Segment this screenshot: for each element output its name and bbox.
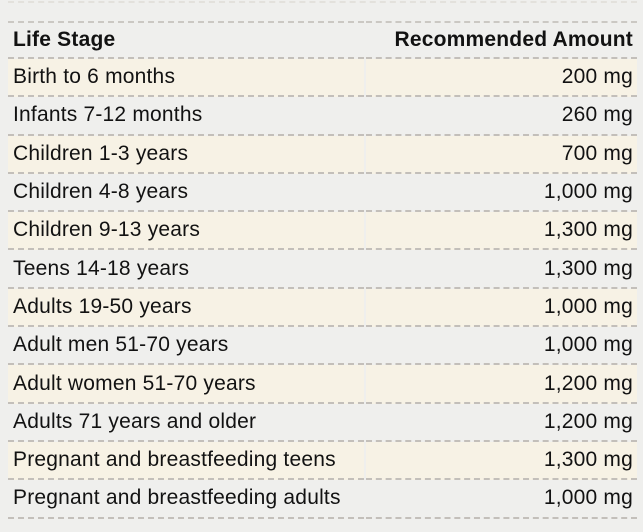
table-row: Adult women 51-70 years 1,200 mg xyxy=(8,365,637,404)
amount-cell: 260 mg xyxy=(366,97,637,136)
amount-cell: 1,000 mg xyxy=(366,174,637,213)
table-row: Adult men 51-70 years 1,000 mg xyxy=(8,327,637,366)
amount-cell: 1,000 mg xyxy=(366,480,637,519)
amount-cell: 1,200 mg xyxy=(366,404,637,442)
life-stage-cell: Pregnant and breastfeeding teens xyxy=(8,441,364,481)
amount-cell: 1,300 mg xyxy=(366,441,637,481)
table-row: Pregnant and breastfeeding adults 1,000 … xyxy=(8,480,637,519)
life-stage-cell: Adult men 51-70 years xyxy=(8,327,364,366)
column-header-recommended-amount: Recommended Amount xyxy=(366,21,637,59)
amount-cell: 1,300 mg xyxy=(366,212,637,251)
table-row: Children 4-8 years 1,000 mg xyxy=(8,174,637,213)
table-row: Adults 19-50 years 1,000 mg xyxy=(8,288,637,328)
table-row: Teens 14-18 years 1,300 mg xyxy=(8,250,637,289)
life-stage-cell: Infants 7-12 months xyxy=(8,97,364,136)
amount-cell: 700 mg xyxy=(366,135,637,174)
amount-cell: 1,200 mg xyxy=(366,365,637,404)
column-header-life-stage: Life Stage xyxy=(8,21,364,59)
life-stage-cell: Teens 14-18 years xyxy=(8,250,364,289)
table-row: Birth to 6 months 200 mg xyxy=(8,59,637,98)
table-row: Infants 7-12 months 260 mg xyxy=(8,97,637,136)
table-row: Pregnant and breastfeeding teens 1,300 m… xyxy=(8,441,637,481)
life-stage-cell: Adult women 51-70 years xyxy=(8,365,364,404)
life-stage-cell: Adults 71 years and older xyxy=(8,404,364,442)
life-stage-cell: Children 4-8 years xyxy=(8,174,364,213)
life-stage-cell: Birth to 6 months xyxy=(8,59,364,98)
amount-cell: 1,300 mg xyxy=(366,250,637,289)
table-header-row: Life Stage Recommended Amount xyxy=(8,21,637,59)
top-divider-line xyxy=(8,1,637,3)
life-stage-cell: Children 1-3 years xyxy=(8,135,364,174)
life-stage-cell: Adults 19-50 years xyxy=(8,288,364,328)
amount-cell: 1,000 mg xyxy=(366,288,637,328)
life-stage-cell: Children 9-13 years xyxy=(8,212,364,251)
calcium-recommended-amount-table: Life Stage Recommended Amount Birth to 6… xyxy=(8,21,637,519)
amount-cell: 200 mg xyxy=(366,59,637,98)
amount-cell: 1,000 mg xyxy=(366,327,637,366)
table-row: Children 1-3 years 700 mg xyxy=(8,135,637,174)
life-stage-cell: Pregnant and breastfeeding adults xyxy=(8,480,364,519)
table-row: Children 9-13 years 1,300 mg xyxy=(8,212,637,251)
table-row: Adults 71 years and older 1,200 mg xyxy=(8,404,637,442)
